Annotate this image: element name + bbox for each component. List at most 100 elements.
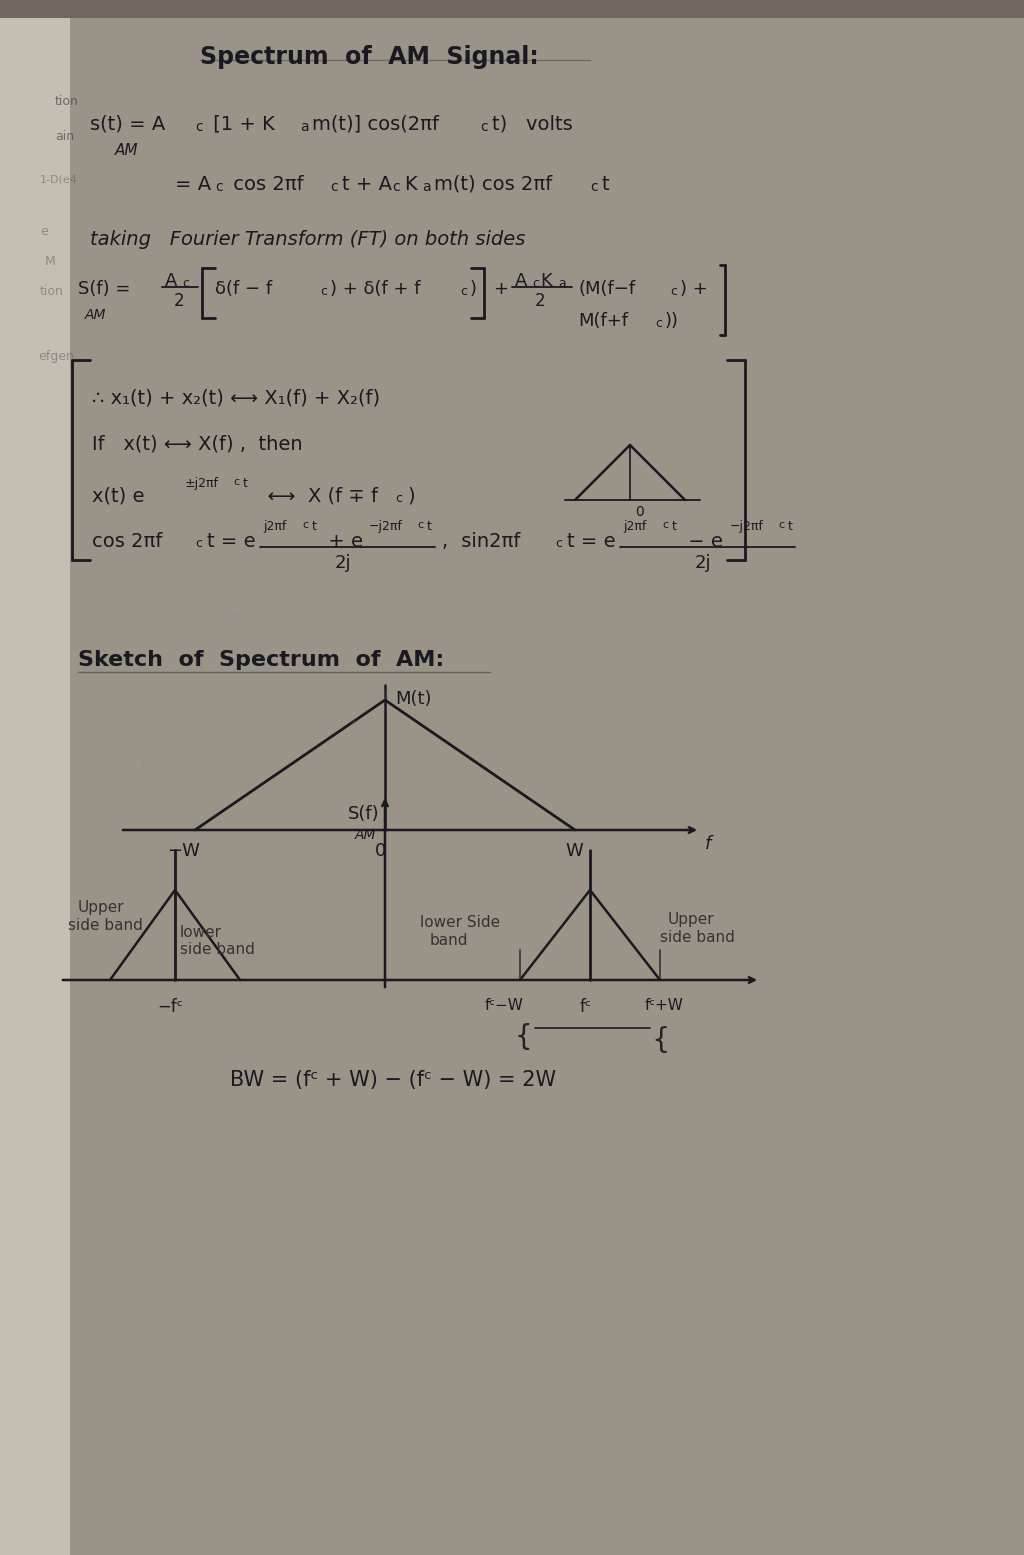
Text: ) +: ) + bbox=[680, 280, 708, 299]
Text: c: c bbox=[215, 180, 222, 194]
Text: {: { bbox=[515, 1023, 532, 1051]
Text: Spectrum  of  AM  Signal:: Spectrum of AM Signal: bbox=[200, 45, 539, 68]
Text: f: f bbox=[705, 835, 712, 854]
Text: M(t): M(t) bbox=[395, 690, 431, 708]
Text: fᶜ+W: fᶜ+W bbox=[645, 998, 684, 1012]
Text: tion: tion bbox=[55, 95, 79, 107]
Text: m(t) cos 2πf: m(t) cos 2πf bbox=[434, 176, 552, 194]
Text: m(t)] cos(2πf: m(t)] cos(2πf bbox=[312, 115, 439, 134]
Text: 2: 2 bbox=[174, 292, 184, 309]
Text: t: t bbox=[243, 477, 248, 490]
Text: 1-D(e4: 1-D(e4 bbox=[40, 176, 78, 185]
Text: + e: + e bbox=[322, 532, 362, 550]
Text: A||T         ||     ||: A||T || || bbox=[350, 720, 435, 731]
Text: t: t bbox=[602, 176, 609, 194]
Text: a: a bbox=[558, 277, 565, 289]
Text: c: c bbox=[480, 120, 487, 134]
Text: AM: AM bbox=[115, 143, 138, 159]
Text: W: W bbox=[565, 841, 583, 860]
Text: a( t)time   = arc.n   B.E fomula   =  ( t )d   1   a.b(s): a( t)time = arc.n B.E fomula = ( t )d 1 … bbox=[90, 610, 376, 620]
Text: t = e: t = e bbox=[567, 532, 615, 550]
Text: Upper: Upper bbox=[668, 911, 715, 927]
Text: 0: 0 bbox=[375, 841, 386, 860]
Text: c: c bbox=[233, 477, 240, 487]
Text: c: c bbox=[662, 519, 668, 530]
Text: t)   volts: t) volts bbox=[492, 115, 572, 134]
Text: −fᶜ: −fᶜ bbox=[157, 998, 183, 1015]
Text: }: } bbox=[646, 1023, 664, 1051]
Text: c: c bbox=[460, 285, 467, 299]
Text: − e: − e bbox=[682, 532, 723, 550]
Text: If   x(t) ⟷ X(f) ,  then: If x(t) ⟷ X(f) , then bbox=[92, 435, 303, 454]
Text: Upper: Upper bbox=[78, 900, 125, 914]
Text: 2: 2 bbox=[535, 292, 546, 309]
Text: M: M bbox=[45, 255, 55, 267]
Text: c: c bbox=[778, 519, 784, 530]
Text: ∴ x₁(t) + x₂(t) ⟷ X₁(f) + X₂(f): ∴ x₁(t) + x₂(t) ⟷ X₁(f) + X₂(f) bbox=[92, 389, 380, 407]
Text: cos 2πf: cos 2πf bbox=[92, 532, 163, 550]
Text: c: c bbox=[395, 491, 402, 505]
Text: c: c bbox=[590, 180, 598, 194]
Text: fᶜ: fᶜ bbox=[580, 998, 592, 1015]
Text: lower
side band: lower side band bbox=[180, 925, 255, 958]
Text: ): ) bbox=[470, 280, 477, 299]
Text: +: + bbox=[493, 280, 508, 299]
Text: side band: side band bbox=[68, 917, 143, 933]
Text: a: a bbox=[422, 180, 431, 194]
Text: fᶜ−W: fᶜ−W bbox=[485, 998, 524, 1012]
Text: side band: side band bbox=[660, 930, 735, 945]
Text: ±j2πf: ±j2πf bbox=[185, 477, 219, 490]
Text: Sketch  of  Spectrum  of  AM:: Sketch of Spectrum of AM: bbox=[78, 650, 444, 670]
Text: efgen: efgen bbox=[38, 350, 74, 362]
Text: )): )) bbox=[665, 313, 679, 330]
Text: −j2πf: −j2πf bbox=[369, 519, 402, 533]
Text: −j2πf: −j2πf bbox=[730, 519, 764, 533]
Text: taking   Fourier Transform (FT) on both sides: taking Fourier Transform (FT) on both si… bbox=[90, 230, 525, 249]
Text: t: t bbox=[788, 519, 793, 533]
Text: ): ) bbox=[407, 487, 415, 505]
Text: (M(f−f: (M(f−f bbox=[578, 280, 635, 299]
Text: 2j: 2j bbox=[335, 554, 351, 572]
Text: a: a bbox=[300, 120, 308, 134]
Text: t + A: t + A bbox=[342, 176, 392, 194]
Text: c: c bbox=[182, 277, 189, 289]
Text: c: c bbox=[670, 285, 677, 299]
Text: tion: tion bbox=[40, 285, 63, 299]
Text: band: band bbox=[430, 933, 469, 949]
Text: AM: AM bbox=[85, 308, 106, 322]
Text: c: c bbox=[555, 536, 562, 550]
Text: A: A bbox=[515, 272, 527, 289]
Text: t: t bbox=[312, 519, 316, 533]
Text: δ(f − f: δ(f − f bbox=[215, 280, 272, 299]
Text: t = e: t = e bbox=[207, 532, 256, 550]
Text: c: c bbox=[319, 285, 327, 299]
Text: lower Side: lower Side bbox=[420, 914, 500, 930]
Text: s(t) = A: s(t) = A bbox=[90, 115, 165, 134]
Text: M(f) |=|P  =   ||        {t   }  =   {1}: M(f) |=|P = || {t } = {1} bbox=[200, 690, 389, 700]
Text: c: c bbox=[195, 536, 202, 550]
Text: c: c bbox=[655, 317, 662, 330]
Text: t: t bbox=[427, 519, 432, 533]
Text: cos 2πf: cos 2πf bbox=[227, 176, 304, 194]
Text: S(f): S(f) bbox=[348, 805, 380, 823]
Text: ||: || bbox=[430, 770, 438, 784]
Text: c: c bbox=[330, 180, 338, 194]
Text: A: A bbox=[165, 272, 177, 289]
Text: c: c bbox=[302, 519, 308, 530]
Text: ,: , bbox=[442, 532, 449, 550]
Text: AM: AM bbox=[355, 827, 377, 841]
Bar bbox=[0, 0, 70, 1555]
Text: K: K bbox=[540, 272, 552, 289]
Text: S(f) =: S(f) = bbox=[78, 280, 130, 299]
Text: ||: || bbox=[140, 760, 148, 773]
Text: 0: 0 bbox=[635, 505, 644, 519]
Text: BW = (fᶜ + W) − (fᶜ − W) = 2W: BW = (fᶜ + W) − (fᶜ − W) = 2W bbox=[230, 1070, 556, 1090]
Text: K: K bbox=[404, 176, 417, 194]
Text: ) + δ(f + f: ) + δ(f + f bbox=[330, 280, 421, 299]
Text: M(f+f: M(f+f bbox=[578, 313, 628, 330]
Text: ain: ain bbox=[55, 131, 74, 143]
Text: e: e bbox=[40, 225, 48, 238]
Text: c: c bbox=[195, 120, 203, 134]
Bar bbox=[0, 0, 1024, 19]
Text: j2πf: j2πf bbox=[263, 519, 287, 533]
